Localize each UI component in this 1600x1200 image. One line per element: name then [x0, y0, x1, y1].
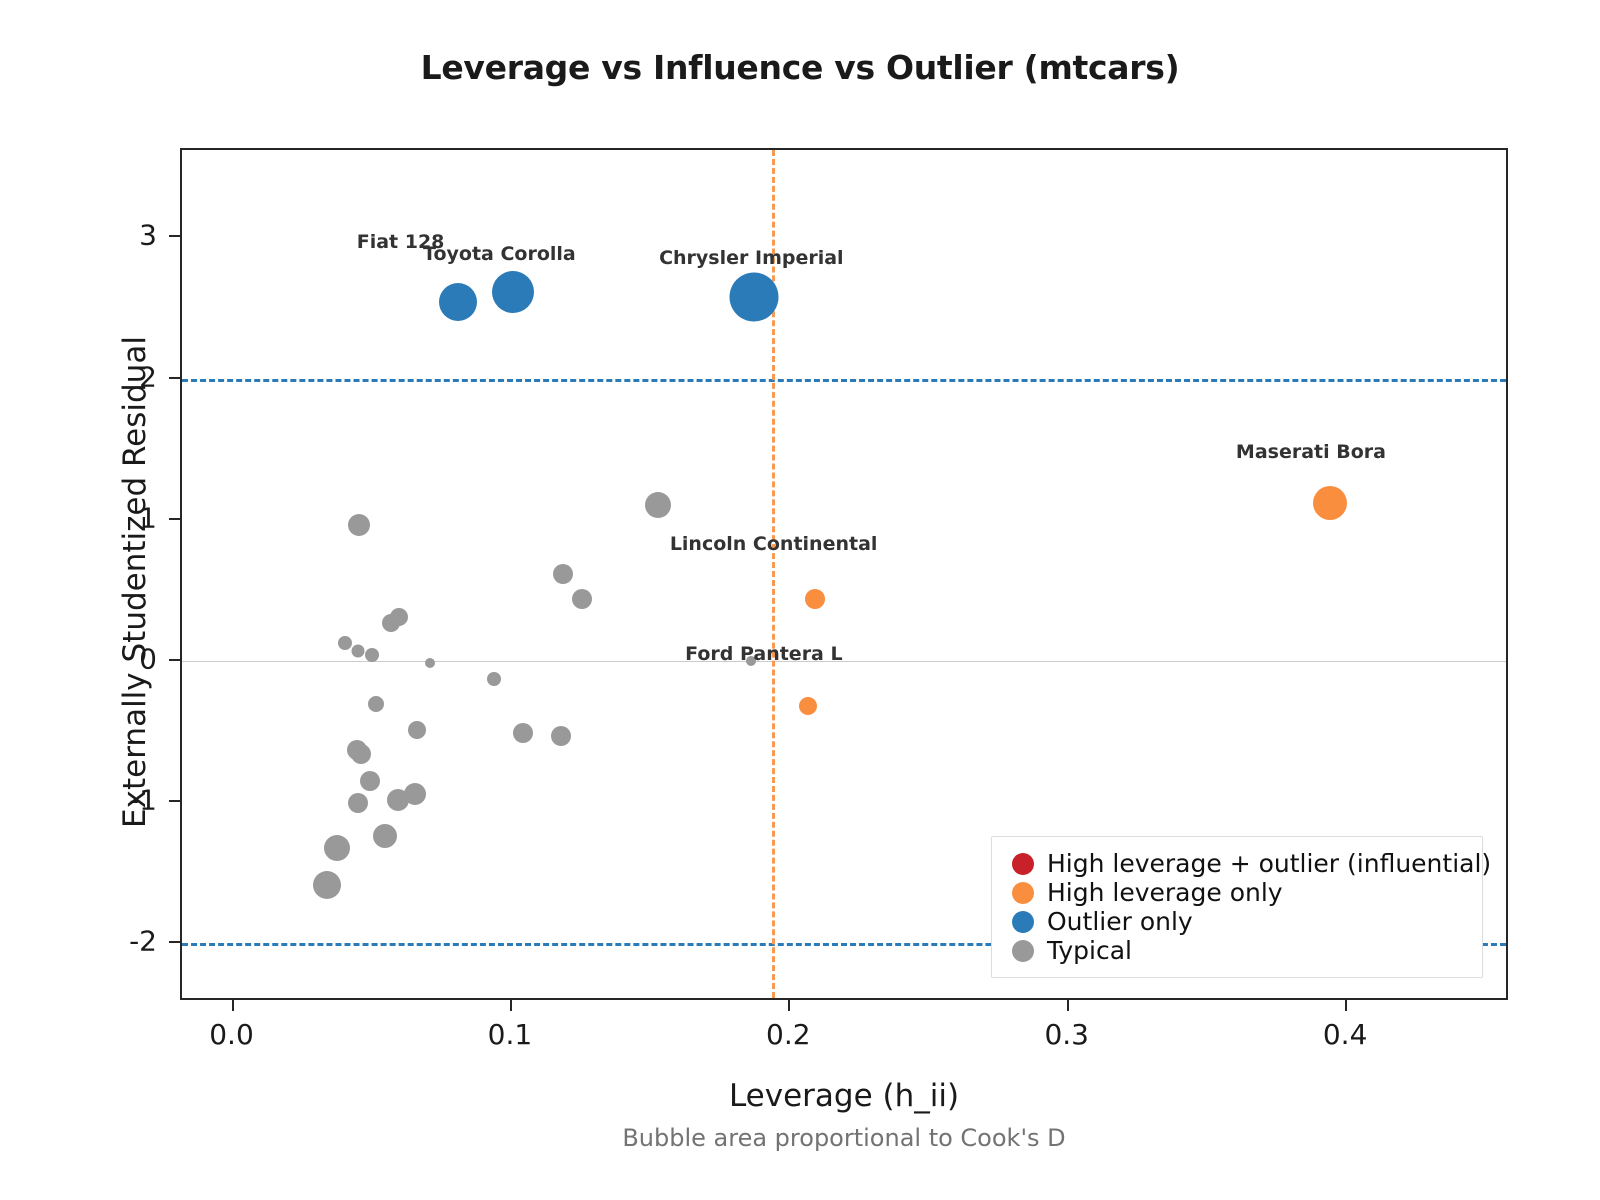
y-axis-label: Externally Studentized Residual: [117, 336, 153, 828]
x-axis-label: Leverage (h_ii): [728, 1078, 960, 1114]
y-tick-mark: [169, 376, 180, 379]
data-point[interactable]: [360, 771, 381, 792]
y-tick-mark: [169, 799, 180, 802]
x-tick-label: 0.2: [766, 1018, 811, 1051]
data-point-maserati-bora[interactable]: [1312, 486, 1347, 521]
y-tick-mark: [169, 940, 180, 943]
x-axis-sublabel: Bubble area proportional to Cook's D: [622, 1124, 1066, 1152]
legend-label: Outlier only: [1047, 907, 1193, 936]
outlier-threshold-lower: [182, 942, 1506, 946]
point-label-toyota-corolla: Toyota Corolla: [423, 243, 576, 266]
high-leverage-threshold: [772, 150, 776, 998]
x-tick-label: 0.3: [1044, 1018, 1089, 1051]
x-tick-mark: [1345, 1000, 1348, 1011]
y-tick-label: 0: [139, 642, 157, 676]
data-point[interactable]: [337, 636, 352, 650]
point-label-chrysler-imperial: Chrysler Imperial: [659, 246, 844, 269]
y-tick-mark: [169, 658, 180, 661]
point-label-ford-pantera-l: Ford Pantera L: [685, 642, 843, 665]
legend-marker-icon: [1012, 881, 1034, 904]
data-point-chrysler-imperial[interactable]: [729, 272, 779, 322]
data-point[interactable]: [551, 726, 572, 747]
legend-item[interactable]: Outlier only: [1006, 907, 1466, 936]
outlier-threshold-upper: [182, 378, 1506, 382]
data-point[interactable]: [351, 644, 365, 658]
data-point[interactable]: [486, 671, 501, 686]
legend-label: Typical: [1047, 936, 1132, 965]
x-tick-label: 0.0: [209, 1018, 254, 1051]
x-tick-mark: [509, 1000, 512, 1011]
point-label-lincoln-continental: Lincoln Continental: [669, 532, 878, 555]
data-point-toyota-corolla[interactable]: [491, 271, 534, 314]
data-point[interactable]: [351, 743, 371, 764]
data-point[interactable]: [424, 657, 435, 668]
data-point[interactable]: [645, 491, 672, 518]
x-tick-label: 0.1: [487, 1018, 533, 1051]
data-point[interactable]: [408, 720, 427, 739]
data-point[interactable]: [572, 588, 593, 609]
legend: High leverage + outlier (influential) Hig…: [991, 836, 1491, 978]
data-point[interactable]: [364, 647, 379, 662]
data-point[interactable]: [323, 834, 350, 861]
y-tick-mark: [169, 235, 180, 238]
plot-area: Fiat 128 Toyota Corolla Chrysler Imperial M…: [180, 148, 1508, 1000]
legend-item[interactable]: Typical: [1006, 936, 1466, 965]
legend-item[interactable]: High leverage only: [1006, 878, 1466, 907]
data-point[interactable]: [552, 563, 573, 584]
data-point[interactable]: [404, 782, 427, 805]
legend-marker-icon: [1012, 852, 1034, 875]
x-tick-mark: [1066, 1000, 1069, 1011]
legend-item[interactable]: High leverage + outlier (influential): [1006, 849, 1491, 878]
point-label-maserati-bora: Maserati Bora: [1235, 440, 1386, 463]
data-point[interactable]: [390, 607, 409, 626]
plot-inner: Fiat 128 Toyota Corolla Chrysler Imperial M…: [182, 150, 1506, 998]
data-point-ford-pantera-l[interactable]: [799, 697, 818, 716]
data-point-lincoln-continental[interactable]: [805, 588, 826, 609]
page-title: Leverage vs Influence vs Outlier (mtcars…: [420, 48, 1180, 87]
data-point[interactable]: [513, 722, 534, 743]
data-point[interactable]: [312, 870, 341, 899]
data-point[interactable]: [387, 788, 410, 811]
y-tick-label: -1: [129, 783, 157, 817]
y-tick-label: 2: [139, 360, 157, 394]
data-point[interactable]: [373, 824, 398, 849]
legend-marker-icon: [1012, 939, 1034, 962]
legend-marker-icon: [1012, 910, 1034, 933]
legend-label: High leverage only: [1047, 878, 1283, 907]
y-tick-label: -2: [129, 924, 157, 958]
legend-label: High leverage + outlier (influential): [1047, 849, 1492, 878]
point-label-fiat-128: Fiat 128: [356, 231, 445, 254]
x-tick-mark: [788, 1000, 791, 1011]
data-point-fiat-128[interactable]: [438, 282, 477, 321]
data-point[interactable]: [368, 696, 385, 713]
y-tick-label: 1: [139, 501, 157, 535]
y-tick-mark: [169, 517, 180, 520]
y-tick-label: 3: [139, 218, 157, 252]
data-point[interactable]: [746, 656, 757, 667]
zero-residual-line: [182, 660, 1506, 662]
data-point[interactable]: [348, 793, 369, 814]
data-point[interactable]: [348, 513, 371, 536]
x-tick-mark: [231, 1000, 234, 1011]
x-tick-label: 0.4: [1322, 1018, 1368, 1051]
